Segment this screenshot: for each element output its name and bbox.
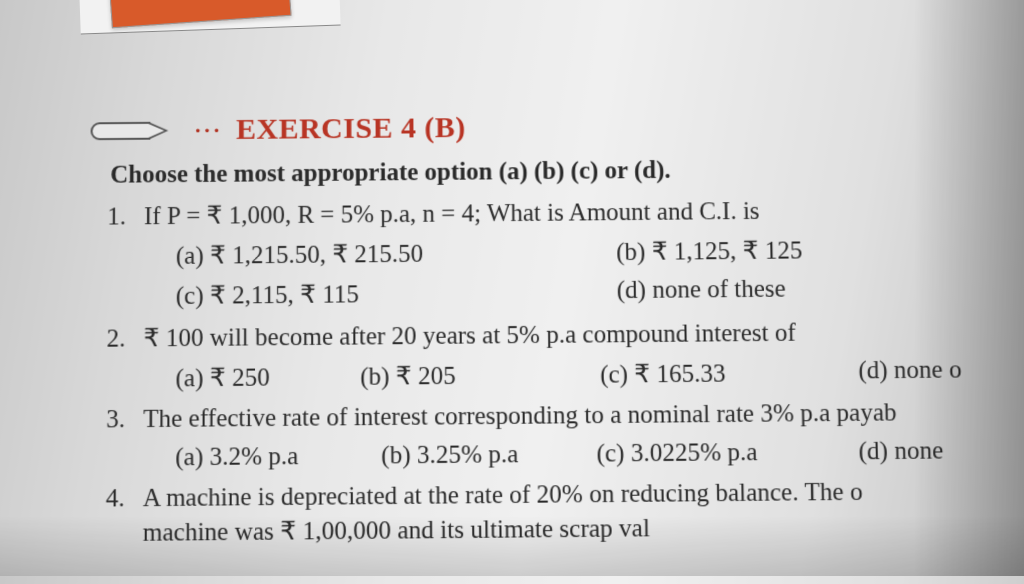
textbook-page: ··· EXERCISE 4 (B) Choose the most appro… [0, 0, 1024, 584]
q-text: ₹ 100 will become after 20 years at 5% p… [143, 316, 986, 354]
q-number: 2. [97, 325, 125, 353]
q-continuation: machine was ₹ 1,00,000 and its ultimate … [143, 513, 650, 548]
question-1: 1. If P = ₹ 1,000, R = 5% p.a, n = 4; Wh… [98, 194, 986, 312]
option-d: (d) none of these [617, 274, 978, 307]
question-2: 2. ₹ 100 will become after 20 years at 5… [97, 316, 988, 394]
q-text: A machine is depreciated at the rate of … [143, 477, 991, 513]
option-a: (a) ₹ 1,215.50, ₹ 215.50 [176, 237, 617, 271]
option-c: (c) ₹ 165.33 [600, 357, 859, 389]
option-d: (d) none o [858, 356, 988, 387]
q-text: If P = ₹ 1,000, R = 5% p.a, n = 4; What … [144, 194, 984, 231]
exercise-heading: ··· EXERCISE 4 (B) [90, 107, 981, 148]
leader-dots: ··· [194, 117, 222, 143]
q-number: 1. [98, 203, 126, 231]
instruction-text: Choose the most appropriate option (a) (… [110, 154, 983, 189]
q-number: 4. [96, 485, 124, 514]
option-a: (a) ₹ 250 [175, 362, 360, 394]
question-3: 3. The effective rate of interest corres… [97, 398, 990, 473]
option-b: (b) ₹ 1,125, ₹ 125 [616, 234, 977, 267]
option-a: (a) 3.2% p.a [175, 442, 381, 472]
option-b: (b) 3.25% p.a [381, 440, 597, 470]
q-text: The effective rate of interest correspon… [143, 398, 989, 434]
exercise-title: EXERCISE 4 (B) [236, 111, 466, 147]
option-b: (b) ₹ 205 [360, 360, 600, 392]
option-d: (d) none [858, 437, 990, 467]
q-number: 3. [97, 406, 125, 435]
option-c: (c) ₹ 2,115, ₹ 115 [176, 277, 617, 311]
question-4: 4. A machine is depreciated at the rate … [96, 477, 992, 548]
pencil-icon [90, 116, 180, 146]
option-c: (c) 3.0225% p.a [596, 438, 859, 469]
